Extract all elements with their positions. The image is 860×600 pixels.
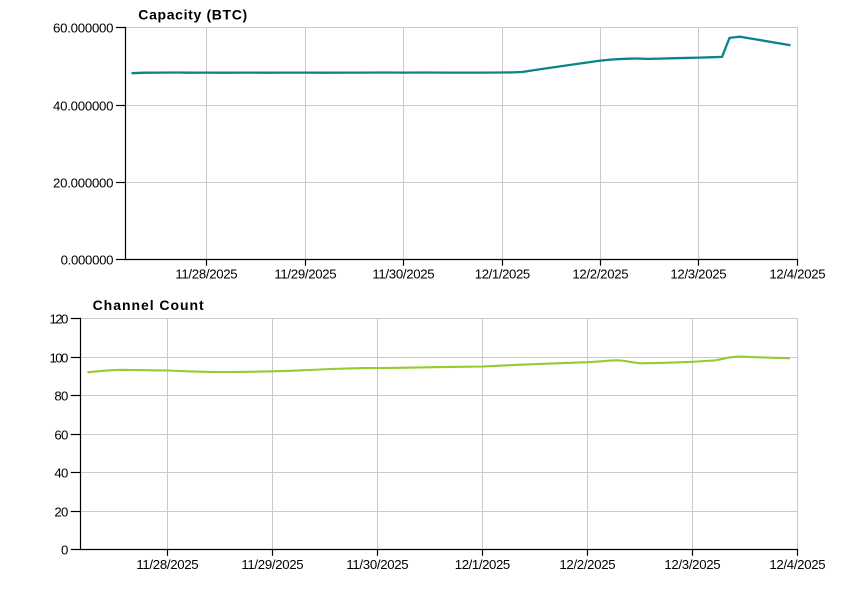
svg-text:20: 20 xyxy=(54,504,68,519)
svg-text:60.000000: 60.000000 xyxy=(53,20,114,35)
svg-text:100: 100 xyxy=(50,350,69,365)
svg-text:12/4/2025: 12/4/2025 xyxy=(769,557,825,572)
svg-text:11/28/2025: 11/28/2025 xyxy=(136,557,198,572)
svg-text:12/3/2025: 12/3/2025 xyxy=(664,557,720,572)
svg-text:12/3/2025: 12/3/2025 xyxy=(670,267,726,282)
svg-text:Capacity (BTC): Capacity (BTC) xyxy=(138,6,247,22)
svg-text:Channel Count: Channel Count xyxy=(93,297,204,313)
svg-text:20.000000: 20.000000 xyxy=(53,175,114,190)
svg-text:40.000000: 40.000000 xyxy=(53,98,114,113)
svg-text:60: 60 xyxy=(54,427,68,442)
svg-text:12/1/2025: 12/1/2025 xyxy=(455,557,511,572)
svg-text:11/30/2025: 11/30/2025 xyxy=(346,557,408,572)
svg-text:12/1/2025: 12/1/2025 xyxy=(475,267,531,282)
svg-text:11/30/2025: 11/30/2025 xyxy=(372,267,434,282)
svg-text:120: 120 xyxy=(50,311,69,326)
svg-text:11/28/2025: 11/28/2025 xyxy=(175,267,237,282)
svg-text:12/2/2025: 12/2/2025 xyxy=(559,557,615,572)
svg-text:12/4/2025: 12/4/2025 xyxy=(769,267,825,282)
svg-text:0: 0 xyxy=(61,542,68,557)
svg-text:11/29/2025: 11/29/2025 xyxy=(274,267,336,282)
svg-text:40: 40 xyxy=(54,465,68,480)
svg-text:11/29/2025: 11/29/2025 xyxy=(241,557,303,572)
svg-text:12/2/2025: 12/2/2025 xyxy=(572,267,628,282)
svg-text:0.000000: 0.000000 xyxy=(61,252,114,267)
svg-text:80: 80 xyxy=(54,388,68,403)
